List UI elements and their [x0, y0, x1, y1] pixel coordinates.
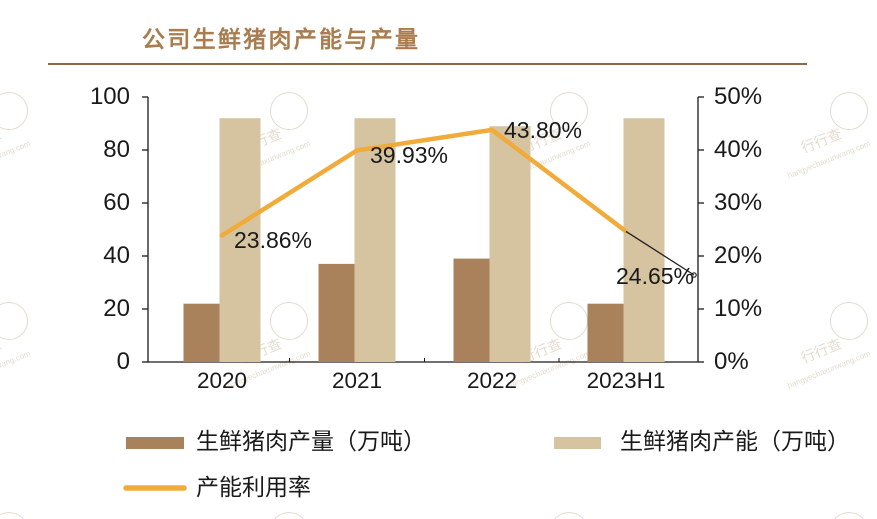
svg-text:0%: 0% — [714, 348, 749, 375]
svg-text:60: 60 — [103, 189, 130, 216]
svg-text:23.86%: 23.86% — [234, 227, 312, 253]
svg-text:2023H1: 2023H1 — [587, 368, 666, 393]
svg-text:生鲜猪肉产量（万吨）: 生鲜猪肉产量（万吨） — [196, 428, 426, 454]
svg-text:43.80%: 43.80% — [504, 117, 582, 143]
svg-text:80: 80 — [103, 136, 130, 163]
svg-text:40%: 40% — [714, 136, 762, 163]
svg-text:39.93%: 39.93% — [370, 142, 448, 168]
svg-text:20: 20 — [103, 295, 130, 322]
svg-text:产能利用率: 产能利用率 — [196, 474, 311, 500]
svg-text:20%: 20% — [714, 242, 762, 269]
svg-text:2022: 2022 — [467, 368, 517, 393]
svg-text:40: 40 — [103, 242, 130, 269]
svg-text:2020: 2020 — [197, 368, 247, 393]
svg-text:生鲜猪肉产能（万吨）: 生鲜猪肉产能（万吨） — [620, 428, 850, 454]
svg-text:2021: 2021 — [332, 368, 382, 393]
svg-text:24.65%: 24.65% — [616, 263, 694, 289]
svg-text:0: 0 — [117, 348, 130, 375]
svg-text:10%: 10% — [714, 295, 762, 322]
svg-text:100: 100 — [90, 83, 130, 110]
svg-text:50%: 50% — [714, 83, 762, 110]
svg-text:30%: 30% — [714, 189, 762, 216]
